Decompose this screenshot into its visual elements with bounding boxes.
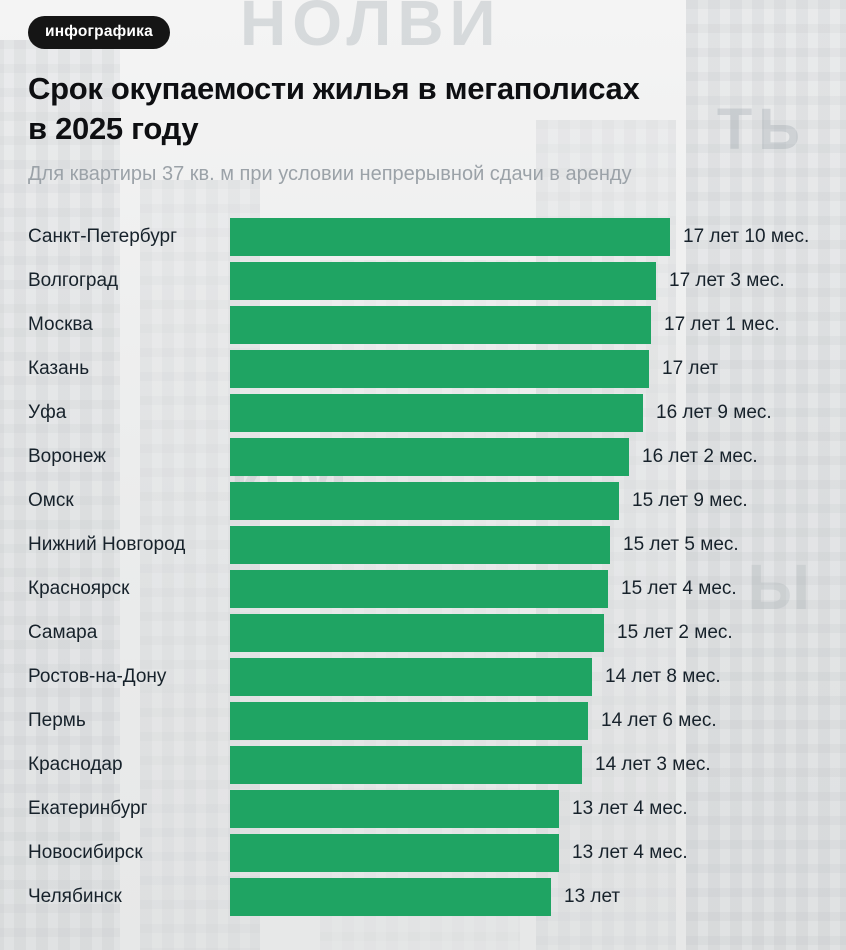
title-line-2: в 2025 году [28,110,199,146]
chart-row: Омск 15 лет 9 мес. [28,479,818,523]
value-label: 17 лет 1 мес. [664,314,780,336]
value-bar [230,526,610,565]
chart-row: Краснодар 14 лет 3 мес. [28,743,818,787]
city-label: Казань [28,358,90,380]
bar-area: 15 лет 2 мес. [230,614,818,653]
value-bar [230,878,551,917]
value-label: 15 лет 2 мес. [617,622,733,644]
chart-row: Уфа 16 лет 9 мес. [28,391,818,435]
value-label: 16 лет 9 мес. [656,402,772,424]
chart-row: Пермь 14 лет 6 мес. [28,699,818,743]
city-label: Пермь [28,710,86,732]
city-label: Ростов-на-Дону [28,666,167,688]
city-label: Самара [28,622,98,644]
bar-area: 15 лет 9 мес. [230,482,818,521]
bar-area: 16 лет 2 мес. [230,438,818,477]
chart-row: Санкт-Петербург 17 лет 10 мес. [28,215,818,259]
city-label: Омск [28,490,74,512]
city-label: Красноярск [28,578,130,600]
value-bar [230,834,559,873]
chart-row: Екатеринбург 13 лет 4 мес. [28,787,818,831]
chart-row: Нижний Новгород 15 лет 5 мес. [28,523,818,567]
bar-area: 15 лет 5 мес. [230,526,818,565]
page-title: Срок окупаемости жилья в мегаполисах в 2… [28,69,818,148]
bar-area: 14 лет 3 мес. [230,746,818,785]
value-bar [230,702,588,741]
chart-row: Волгоград 17 лет 3 мес. [28,259,818,303]
value-bar [230,394,643,433]
chart-subtitle: Для квартиры 37 кв. м при условии непрер… [28,163,632,186]
city-label: Волгоград [28,270,119,292]
bar-area: 14 лет 8 мес. [230,658,818,697]
value-label: 16 лет 2 мес. [642,446,758,468]
value-label: 13 лет [564,886,621,908]
value-label: 14 лет 3 мес. [595,754,711,776]
chart-row: Новосибирск 13 лет 4 мес. [28,831,818,875]
city-label: Нижний Новгород [28,534,186,556]
value-label: 15 лет 4 мес. [621,578,737,600]
bar-area: 16 лет 9 мес. [230,394,818,433]
value-bar [230,306,651,345]
value-label: 15 лет 9 мес. [632,490,748,512]
city-label: Новосибирск [28,842,143,864]
value-label: 17 лет [662,358,719,380]
city-label: Воронеж [28,446,106,468]
value-bar [230,790,559,829]
value-bar [230,482,619,521]
value-label: 15 лет 5 мес. [623,534,739,556]
value-label: 14 лет 8 мес. [605,666,721,688]
city-label: Екатеринбург [28,798,148,820]
value-label: 17 лет 10 мес. [683,226,810,248]
bar-area: 13 лет 4 мес. [230,834,818,873]
content-area: инфографика Срок окупаемости жилья в мег… [28,16,818,919]
payback-bar-chart: Санкт-Петербург 17 лет 10 мес. Волгоград 17… [28,215,818,919]
value-label: 13 лет 4 мес. [572,842,688,864]
chart-row: Москва 17 лет 1 мес. [28,303,818,347]
value-label: 14 лет 6 мес. [601,710,717,732]
infographic-badge: инфографика [28,16,170,49]
value-bar [230,570,608,609]
value-bar [230,438,629,477]
value-bar [230,614,604,653]
city-label: Уфа [28,402,67,424]
bar-area: 17 лет 10 мес. [230,218,818,257]
chart-row: Казань 17 лет [28,347,818,391]
city-label: Челябинск [28,886,122,908]
chart-row: Воронеж 16 лет 2 мес. [28,435,818,479]
value-bar [230,262,656,301]
value-label: 17 лет 3 мес. [669,270,785,292]
value-label: 13 лет 4 мес. [572,798,688,820]
city-label: Москва [28,314,93,336]
bar-area: 13 лет 4 мес. [230,790,818,829]
bar-area: 17 лет [230,350,818,389]
value-bar [230,350,649,389]
value-bar [230,218,670,257]
value-bar [230,746,582,785]
chart-row: Ростов-на-Дону 14 лет 8 мес. [28,655,818,699]
bar-area: 17 лет 1 мес. [230,306,818,345]
chart-row: Челябинск 13 лет [28,875,818,919]
bar-area: 15 лет 4 мес. [230,570,818,609]
bar-area: 14 лет 6 мес. [230,702,818,741]
city-label: Санкт-Петербург [28,226,178,248]
title-line-1: Срок окупаемости жилья в мегаполисах [28,71,640,106]
bar-area: 17 лет 3 мес. [230,262,818,301]
bar-area: 13 лет [230,878,818,917]
city-label: Краснодар [28,754,123,776]
value-bar [230,658,592,697]
chart-row: Самара 15 лет 2 мес. [28,611,818,655]
chart-row: Красноярск 15 лет 4 мес. [28,567,818,611]
